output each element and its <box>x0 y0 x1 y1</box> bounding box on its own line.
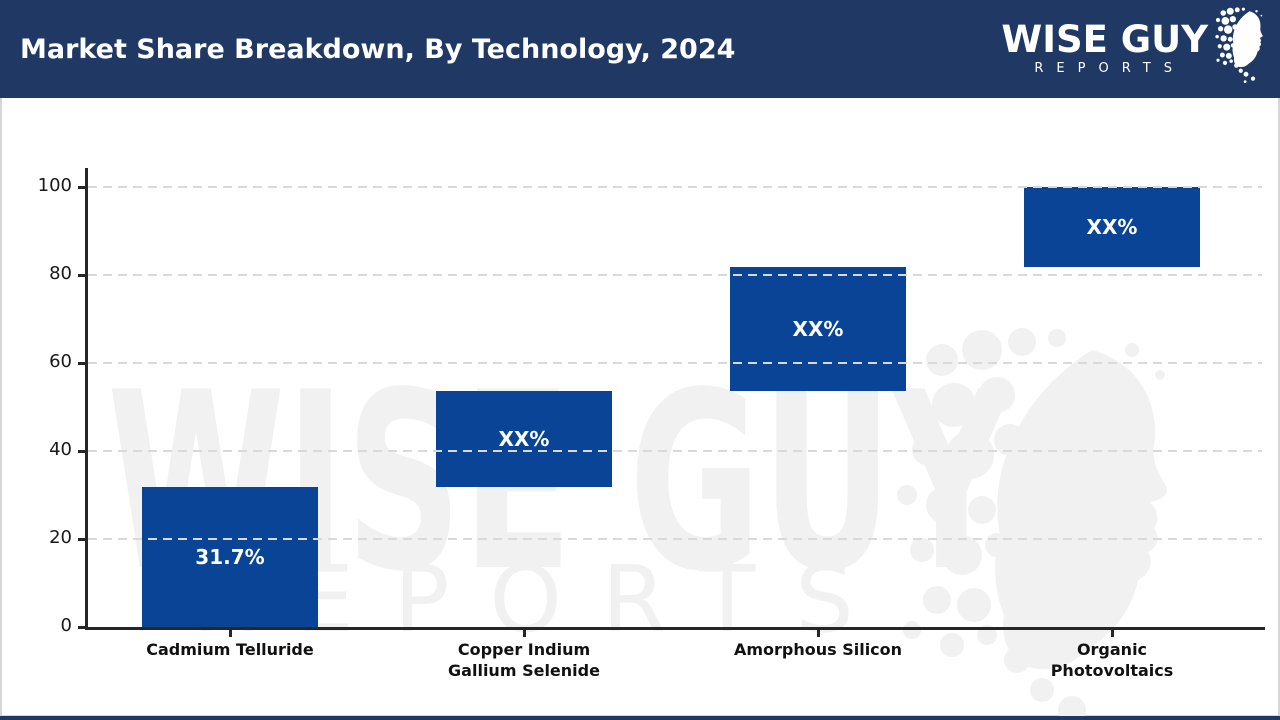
y-axis-tick <box>78 449 87 453</box>
logo-wordmark: WISE GUY <box>1001 17 1208 61</box>
x-axis-tick-label: Cadmium Telluride <box>146 640 314 659</box>
gridline <box>88 537 1262 540</box>
y-axis-tick <box>78 361 87 365</box>
y-axis-tick-label: 80 <box>49 262 72 284</box>
page-title: Market Share Breakdown, By Technology, 2… <box>20 34 736 65</box>
y-axis-tick <box>78 273 87 277</box>
y-axis-tick-label: 20 <box>49 526 72 548</box>
gridline <box>88 361 1262 364</box>
logo-subtext: REPORTS <box>1034 61 1185 77</box>
y-axis-tick <box>78 537 87 541</box>
x-axis-tick-label: Organic Photovoltaics <box>1050 640 1174 680</box>
y-axis-tick-label: 60 <box>49 350 72 372</box>
bar-value-label: XX% <box>792 317 844 342</box>
y-axis-tick <box>78 626 87 629</box>
x-axis-tick <box>229 629 232 637</box>
x-axis-line <box>85 627 1265 630</box>
bar-value-label: XX% <box>1086 214 1138 239</box>
x-axis-tick-label: Amorphous Silicon <box>733 640 903 659</box>
bar-value-label: 31.7% <box>195 545 265 570</box>
brand-logo-text: WISE GUY REPORTS <box>1001 17 1208 77</box>
gridline <box>88 273 1262 276</box>
y-axis-tick <box>78 185 87 189</box>
x-axis-tick <box>523 629 526 637</box>
bar-segment: XX% <box>436 391 612 488</box>
bar-segment: XX% <box>1024 186 1200 268</box>
bar-segment: XX% <box>730 267 906 392</box>
gridline <box>88 185 1262 188</box>
y-axis-tick-label: 100 <box>37 174 72 196</box>
footer-bar <box>0 716 1280 720</box>
y-axis-line <box>85 168 88 630</box>
wiseguy-head-icon <box>1212 6 1266 90</box>
bar-segment: 31.7% <box>142 487 318 627</box>
header-bar: Market Share Breakdown, By Technology, 2… <box>0 0 1280 98</box>
x-axis-tick <box>1111 629 1114 637</box>
bar-value-label: XX% <box>498 427 550 452</box>
x-axis-tick <box>817 629 820 637</box>
gridline <box>88 449 1262 452</box>
x-axis-tick-label: Copper Indium Gallium Selenide <box>448 640 600 680</box>
brand-logo: WISE GUY REPORTS <box>1001 6 1266 90</box>
y-axis-tick-label: 0 <box>60 615 72 636</box>
y-axis-tick-label: 40 <box>49 438 72 460</box>
